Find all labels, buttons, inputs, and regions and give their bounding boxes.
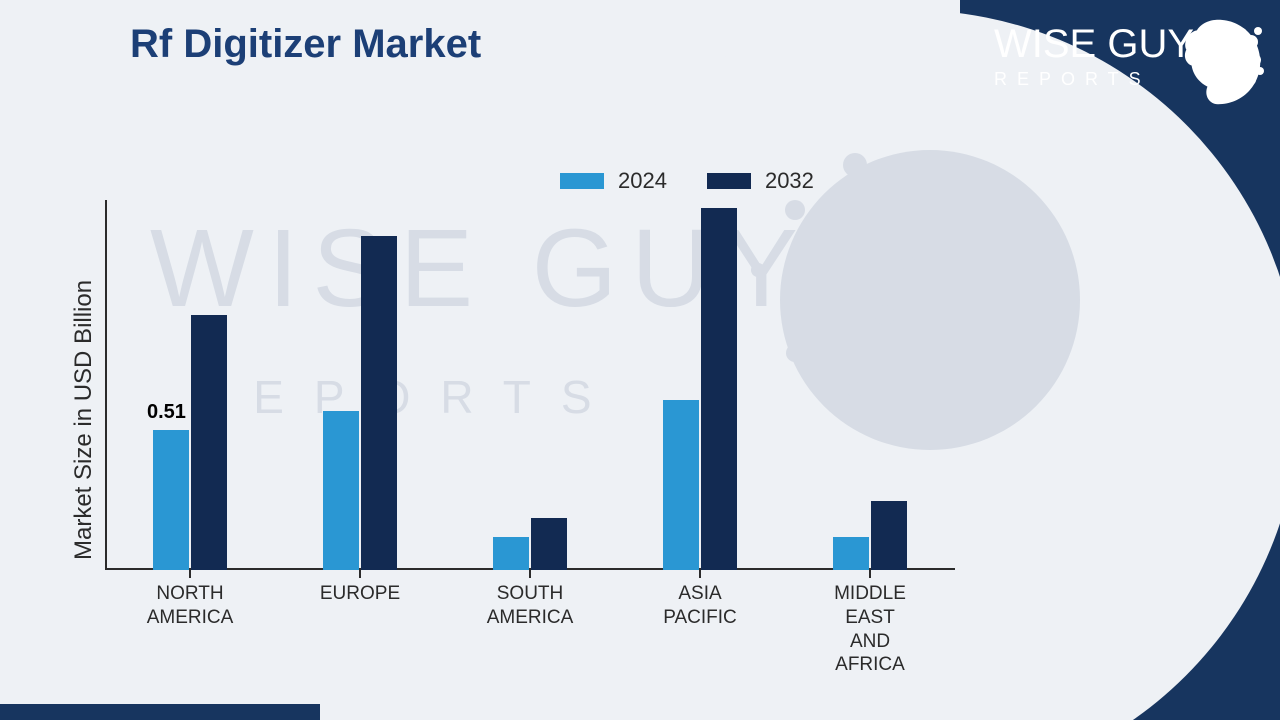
legend-label-2032: 2032 — [765, 168, 814, 194]
legend-item-2024: 2024 — [560, 168, 667, 194]
bar-2024-ap — [663, 400, 699, 570]
brand-dot-icon — [1256, 67, 1264, 75]
brand-dot-icon — [1254, 27, 1262, 35]
y-axis-label: Market Size in USD Billion — [70, 280, 98, 560]
legend-item-2032: 2032 — [707, 168, 814, 194]
bar-2024-sa — [493, 537, 529, 570]
bar-2032-na — [191, 315, 227, 570]
category-label-ap: ASIAPACIFIC — [624, 582, 777, 630]
brand-dot-icon — [1234, 82, 1242, 90]
brand-dot-icon — [1236, 63, 1248, 75]
category-label-sa: SOUTHAMERICA — [454, 582, 607, 630]
chart-title: Rf Digitizer Market — [130, 22, 481, 67]
bar-2024-mea — [833, 537, 869, 570]
bar-2032-eu — [361, 236, 397, 570]
brand-dot-icon — [1246, 75, 1256, 85]
category-label-na: NORTHAMERICA — [114, 582, 267, 630]
bar-2024-eu — [323, 411, 359, 570]
bar-2024-na — [153, 430, 189, 570]
bottom-accent-bar — [0, 704, 320, 720]
x-tick — [189, 570, 191, 578]
x-tick — [359, 570, 361, 578]
bar-2032-mea — [871, 501, 907, 570]
legend-label-2024: 2024 — [618, 168, 667, 194]
bar-group-ap — [663, 208, 737, 570]
y-axis — [105, 200, 107, 570]
bar-2032-sa — [531, 518, 567, 570]
brand-logo: WISE GUY REPORTS — [994, 24, 1194, 88]
category-label-mea: MIDDLEEASTANDAFRICA — [794, 582, 947, 677]
x-tick — [529, 570, 531, 578]
bar-value-label-na: 0.51 — [147, 401, 186, 424]
legend-swatch-2024 — [560, 173, 604, 189]
plot-area: 0.51NORTHAMERICAEUROPESOUTHAMERICAASIAPA… — [105, 200, 955, 570]
legend: 2024 2032 — [560, 168, 814, 194]
chart-canvas: WISE GUY REPORTS Rf Digitizer Market WIS… — [0, 0, 1280, 720]
brand-main-text: WISE GUY — [994, 24, 1194, 64]
brand-sub-text: REPORTS — [994, 70, 1194, 88]
brand-dot-icon — [1227, 23, 1235, 31]
x-tick — [699, 570, 701, 578]
category-label-eu: EUROPE — [284, 582, 437, 606]
legend-swatch-2032 — [707, 173, 751, 189]
x-tick — [869, 570, 871, 578]
bar-group-na — [153, 315, 227, 570]
bar-group-eu — [323, 236, 397, 570]
brand-head-icon — [1174, 18, 1262, 106]
bar-group-sa — [493, 518, 567, 570]
bar-2032-ap — [701, 208, 737, 570]
bar-group-mea — [833, 501, 907, 570]
